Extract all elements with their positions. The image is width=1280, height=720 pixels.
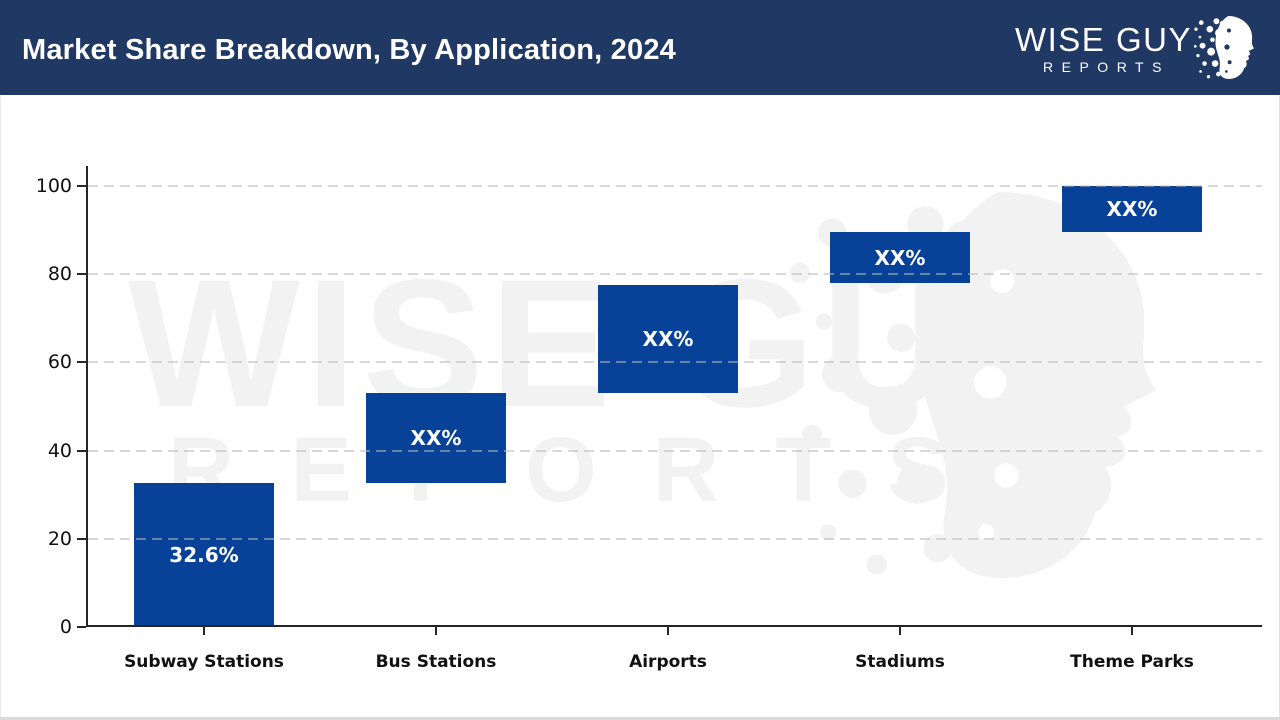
x-category-label: Stadiums bbox=[855, 652, 945, 672]
x-tick-mark bbox=[667, 627, 669, 635]
watermark-head-icon bbox=[787, 192, 1157, 579]
x-tick-mark bbox=[203, 627, 205, 635]
y-tick-label: 100 bbox=[35, 174, 72, 197]
page-title: Market Share Breakdown, By Application, … bbox=[22, 34, 676, 66]
plot-area: 0 20 40 60 80 100 32.6% Subway Stations XX% Bus S… bbox=[36, 166, 1262, 672]
x-tick-mark bbox=[1131, 627, 1133, 635]
x-category-label: Theme Parks bbox=[1070, 652, 1194, 672]
y-axis-line bbox=[86, 166, 88, 627]
x-axis-line bbox=[86, 625, 1262, 627]
bar-value-label: XX% bbox=[874, 245, 926, 270]
bar-value-label: 32.6% bbox=[169, 543, 239, 568]
gridline bbox=[88, 273, 1262, 276]
y-tick-label: 20 bbox=[47, 527, 72, 550]
y-tick-mark bbox=[77, 184, 86, 187]
gridline bbox=[88, 184, 1262, 187]
bar-value-label: XX% bbox=[410, 426, 462, 451]
wiseguy-logo-text: WISE GUY REPORTS bbox=[1015, 23, 1192, 75]
bar: XX% bbox=[830, 232, 970, 283]
y-tick-label: 0 bbox=[59, 616, 72, 638]
bar: 32.6% bbox=[134, 483, 274, 627]
logo-wordmark: WISE GUY bbox=[1014, 20, 1192, 58]
y-tick-mark bbox=[77, 273, 86, 276]
y-tick-mark bbox=[77, 361, 86, 364]
y-tick-mark bbox=[77, 626, 86, 628]
y-tick-mark bbox=[77, 537, 86, 540]
bar-value-label: XX% bbox=[1106, 197, 1158, 221]
gridline bbox=[88, 449, 1262, 452]
gridline bbox=[88, 361, 1262, 364]
y-tick-mark bbox=[77, 449, 86, 452]
bar: XX% bbox=[1062, 185, 1202, 233]
bar: XX% bbox=[366, 393, 506, 484]
y-tick-label: 40 bbox=[47, 439, 72, 462]
x-category-label: Airports bbox=[629, 652, 707, 672]
x-tick-mark bbox=[899, 627, 901, 635]
gridline bbox=[88, 537, 1262, 540]
bar-value-label: XX% bbox=[642, 327, 694, 352]
y-tick-label: 80 bbox=[47, 263, 72, 286]
y-tick-label: 60 bbox=[47, 351, 72, 374]
x-category-label: Subway Stations bbox=[124, 652, 284, 672]
head-profile-dots-icon bbox=[1193, 15, 1255, 79]
header-bar: Market Share Breakdown, By Application, … bbox=[0, 0, 1280, 95]
bar: XX% bbox=[598, 285, 738, 394]
x-category-label: Bus Stations bbox=[375, 652, 497, 672]
x-tick-mark bbox=[435, 627, 437, 635]
logo-subtitle: REPORTS bbox=[1043, 58, 1170, 75]
wiseguy-logo: WISE GUY REPORTS bbox=[1015, 10, 1258, 88]
